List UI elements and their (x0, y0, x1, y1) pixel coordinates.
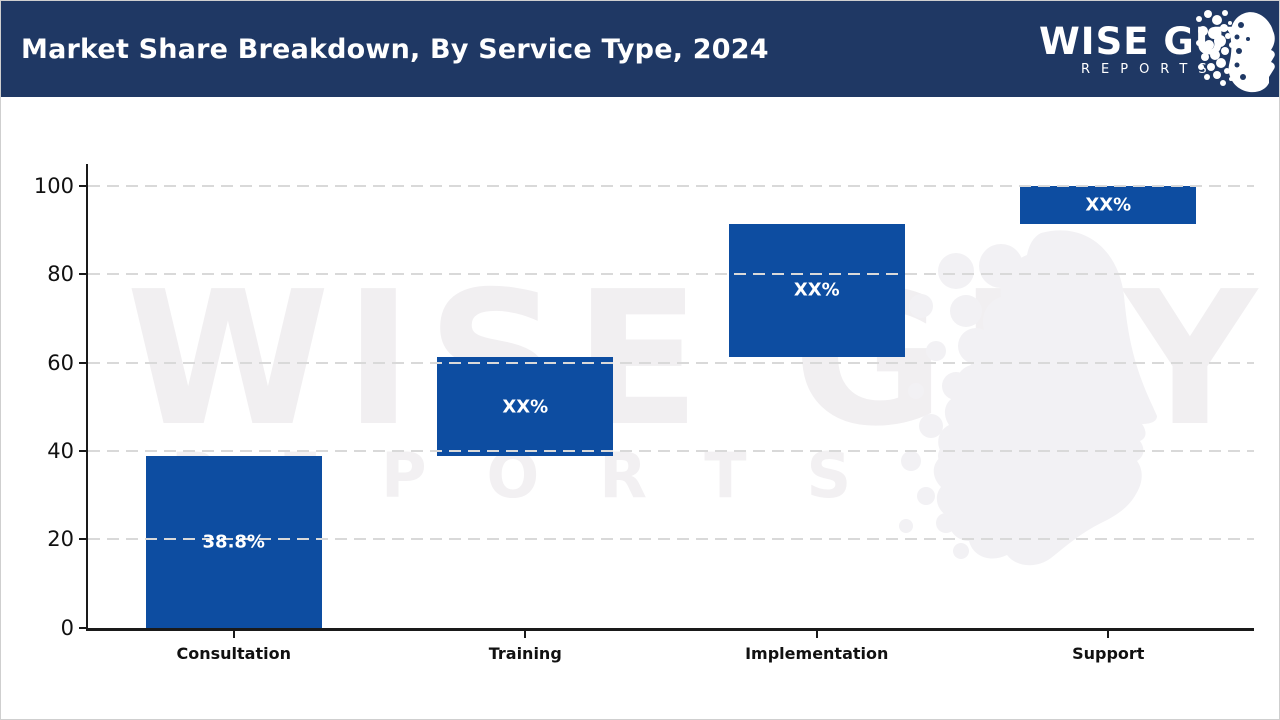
y-tick-label: 60 (47, 350, 74, 375)
y-tick (79, 450, 86, 453)
x-tick (1107, 630, 1110, 638)
y-tick (79, 361, 86, 364)
gridline-100 (88, 185, 1254, 187)
y-tick (79, 273, 86, 276)
bar-support[interactable] (1020, 186, 1197, 224)
x-category-label: Implementation (745, 643, 889, 663)
y-tick-label: 0 (60, 615, 74, 640)
x-category-label: Support (1072, 643, 1145, 663)
watermark-head-icon (899, 230, 1157, 566)
y-tick-label: 80 (47, 262, 74, 287)
y-tick (79, 626, 86, 629)
x-category-label: Consultation (176, 643, 291, 663)
brand-subname: REPORTS (1080, 62, 1218, 77)
bar-value-label: 38.8% (202, 531, 265, 553)
bar-value-label: XX% (1085, 194, 1132, 216)
brand-logo: WISE GUY REPORTS (1025, 7, 1275, 93)
page-title: Market Share Breakdown, By Service Type,… (21, 33, 769, 65)
header-bar: Market Share Breakdown, By Service Type,… (1, 1, 1279, 97)
x-category-label: Training (488, 643, 562, 663)
x-tick (524, 630, 527, 638)
y-tick (79, 538, 86, 541)
y-tick-label: 40 (47, 439, 74, 464)
bar-consultation[interactable] (145, 456, 322, 628)
x-tick (232, 630, 235, 638)
x-axis-line (88, 627, 1254, 631)
bar-training[interactable] (437, 357, 614, 457)
bar-implementation[interactable] (728, 223, 905, 358)
y-tick (79, 185, 86, 187)
gridline-40 (88, 450, 1254, 453)
y-tick-label: 100 (33, 174, 74, 198)
y-tick-label: 20 (47, 527, 74, 552)
gridline-20 (88, 538, 1254, 541)
y-axis-line (86, 164, 88, 631)
x-tick (815, 630, 818, 638)
brand-head-icon (1196, 10, 1275, 93)
gridline-80 (88, 273, 1254, 276)
bar-value-label: XX% (502, 396, 549, 418)
gridline-60 (88, 361, 1254, 364)
bar-value-label: XX% (793, 279, 840, 301)
